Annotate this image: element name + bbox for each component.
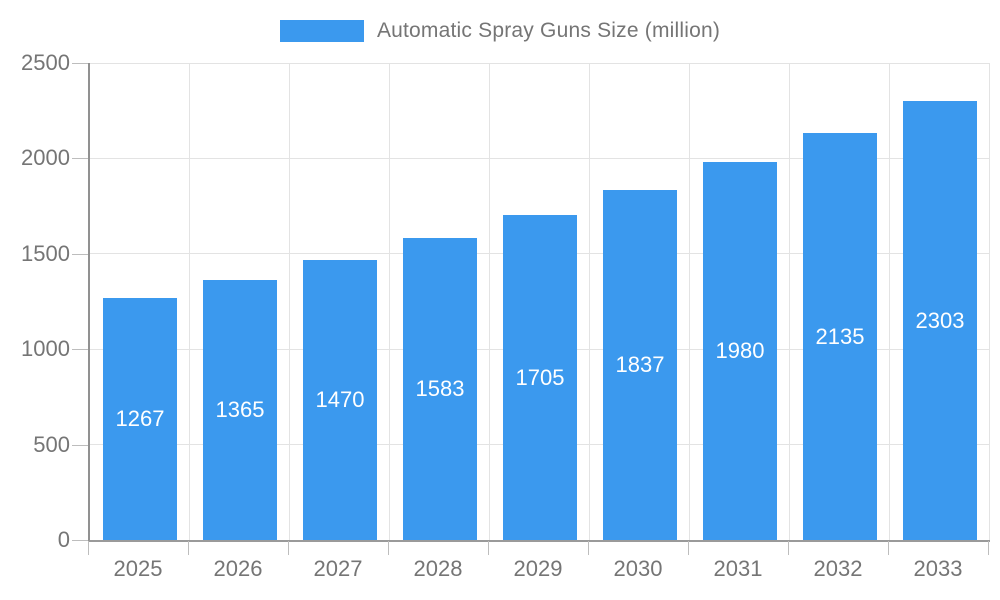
vertical-gridline — [389, 63, 390, 540]
bar-value-label: 2303 — [915, 307, 965, 333]
x-axis-tick — [188, 541, 189, 555]
bar-2026[interactable]: 1365 — [203, 280, 277, 540]
x-axis-tick — [688, 541, 689, 555]
vertical-gridline — [989, 63, 990, 540]
bar-value-label: 1365 — [215, 397, 265, 422]
bar-value-label: 1980 — [715, 338, 765, 363]
bar-value-label: 1837 — [615, 352, 665, 377]
bar-2033[interactable]: 2303 — [903, 101, 977, 540]
x-axis-tick-label: 2026 — [213, 556, 263, 581]
bar-2025[interactable]: 1267 — [103, 298, 177, 540]
x-axis-tick-label: 2028 — [413, 556, 463, 581]
vertical-gridline — [189, 63, 190, 540]
legend-label: Automatic Spray Guns Size (million) — [376, 19, 721, 42]
horizontal-gridline — [90, 157, 990, 159]
bar-value-label: 1705 — [515, 364, 565, 390]
bar-value-label: 1583 — [415, 376, 465, 401]
x-axis-tick — [288, 541, 289, 555]
y-axis-tick — [72, 349, 88, 351]
x-axis-tick — [388, 541, 389, 555]
vertical-gridline — [689, 63, 690, 540]
bar-value-label: 1470 — [315, 387, 365, 412]
x-axis-tick — [988, 541, 989, 555]
x-axis-tick-label: 2031 — [713, 556, 763, 581]
vertical-gridline — [789, 63, 790, 540]
bar-2029[interactable]: 1705 — [503, 215, 577, 540]
x-axis-tick-label: 2030 — [613, 556, 663, 581]
legend[interactable]: Automatic Spray Guns Size (million) — [0, 14, 1000, 48]
y-axis-tick-label: 0 — [57, 527, 70, 552]
horizontal-gridline — [90, 62, 990, 64]
bar-2027[interactable]: 1470 — [303, 260, 377, 540]
vertical-gridline — [889, 63, 890, 540]
bar-2028[interactable]: 1583 — [403, 238, 477, 540]
x-axis-tick — [88, 541, 89, 555]
x-axis-tick-label: 2033 — [913, 556, 963, 581]
plot-area: 1267 1365 1470 1583 1705 1837 1980 2135 2303 — [88, 62, 990, 542]
bar-2031[interactable]: 1980 — [703, 162, 777, 540]
y-axis-tick — [72, 63, 88, 64]
bar-value-label: 2135 — [815, 323, 865, 349]
x-axis-tick-label: 2029 — [513, 556, 563, 581]
x-axis-tick — [488, 541, 489, 555]
legend-swatch-icon — [279, 20, 364, 42]
x-axis-tick — [888, 541, 889, 555]
x-axis-tick — [788, 541, 789, 555]
y-axis-tick-label: 2500 — [21, 50, 70, 75]
y-axis-tick — [72, 253, 88, 255]
x-axis-tick-label: 2027 — [313, 556, 363, 581]
y-axis-tick-label: 500 — [33, 431, 70, 457]
bar-2030[interactable]: 1837 — [603, 190, 677, 540]
y-axis-tick-label: 2000 — [21, 145, 70, 171]
vertical-gridline — [489, 63, 490, 540]
vertical-gridline — [589, 63, 590, 540]
x-axis-tick-label: 2025 — [113, 556, 163, 581]
x-axis-tick — [588, 541, 589, 555]
y-axis-tick — [72, 158, 88, 160]
bar-2032[interactable]: 2135 — [803, 133, 877, 540]
y-axis-tick — [72, 540, 88, 541]
x-axis-tick-label: 2032 — [813, 556, 863, 581]
bar-value-label: 1267 — [115, 406, 165, 431]
y-axis-tick — [72, 444, 88, 446]
y-axis-tick-label: 1000 — [21, 336, 70, 362]
y-axis-tick-label: 1500 — [21, 240, 70, 266]
vertical-gridline — [289, 63, 290, 540]
